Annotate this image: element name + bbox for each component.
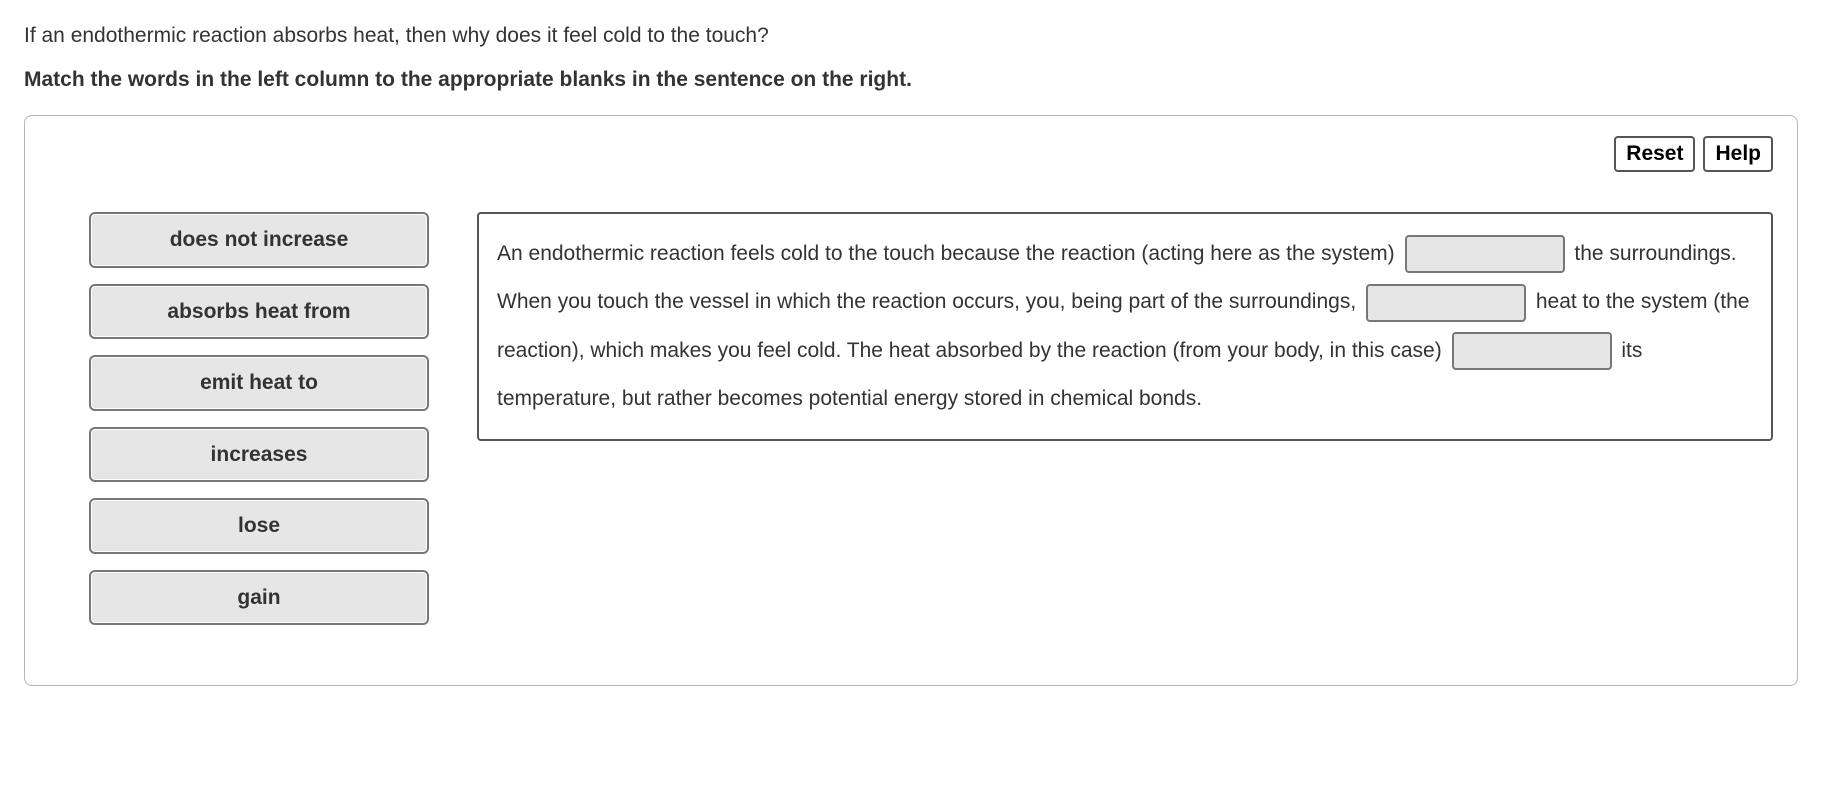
work-area: does not increase absorbs heat from emit… (49, 212, 1773, 625)
sentence-part: An endothermic reaction feels cold to th… (497, 242, 1401, 265)
top-buttons: Reset Help (49, 136, 1773, 172)
reset-button[interactable]: Reset (1614, 136, 1695, 172)
drop-blank-1[interactable] (1405, 235, 1565, 273)
drop-blank-2[interactable] (1366, 284, 1526, 322)
word-tile[interactable]: emit heat to (89, 355, 429, 411)
exercise-panel: Reset Help does not increase absorbs hea… (24, 115, 1798, 686)
word-tile[interactable]: increases (89, 427, 429, 483)
sentence-box: An endothermic reaction feels cold to th… (477, 212, 1773, 441)
question-text: If an endothermic reaction absorbs heat,… (24, 20, 1798, 52)
word-tile[interactable]: does not increase (89, 212, 429, 268)
drop-blank-3[interactable] (1452, 332, 1612, 370)
word-bank: does not increase absorbs heat from emit… (49, 212, 429, 625)
instruction-text: Match the words in the left column to th… (24, 64, 1798, 96)
word-tile[interactable]: lose (89, 498, 429, 554)
word-tile[interactable]: gain (89, 570, 429, 626)
help-button[interactable]: Help (1703, 136, 1773, 172)
word-tile[interactable]: absorbs heat from (89, 284, 429, 340)
